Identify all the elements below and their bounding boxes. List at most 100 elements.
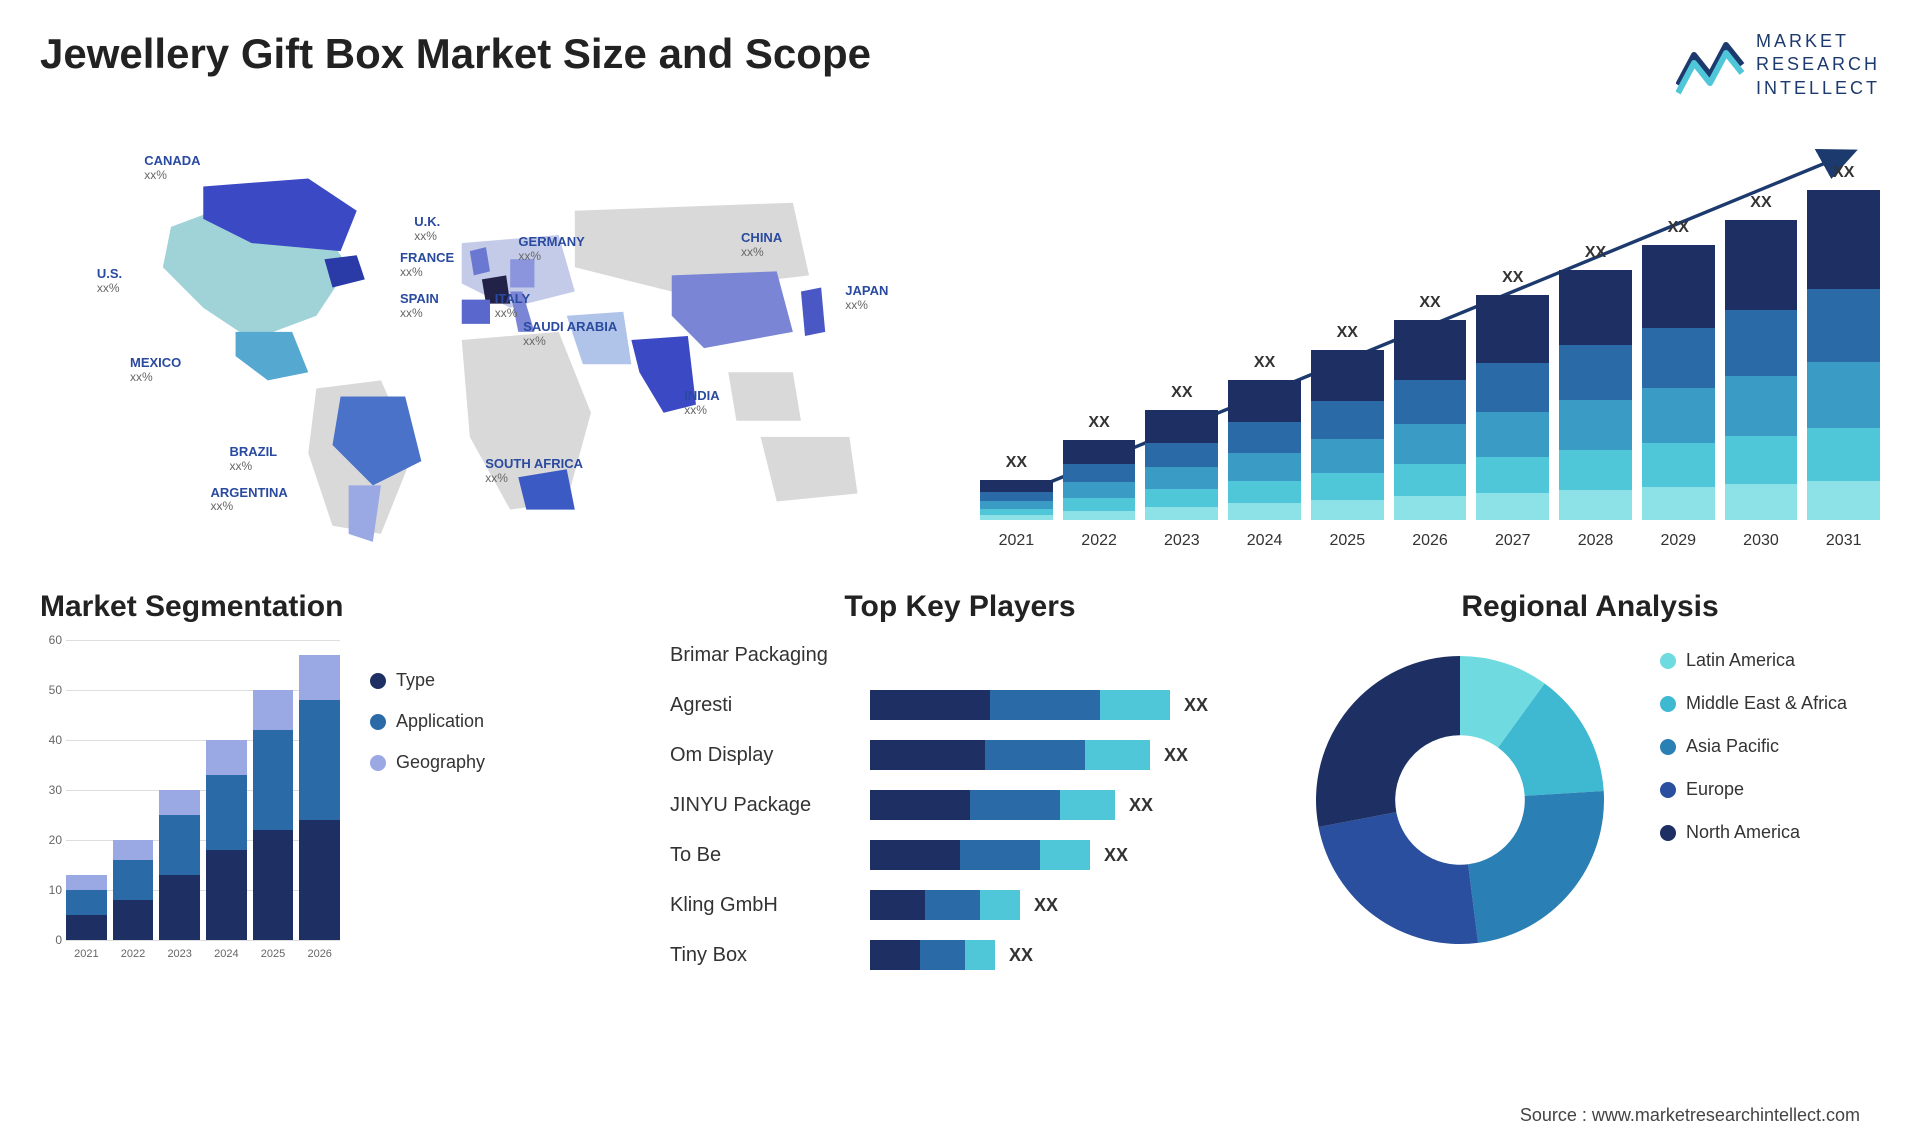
growth-xlabel: 2021 xyxy=(980,532,1053,550)
seg-bar-segment xyxy=(253,730,294,830)
legend-swatch xyxy=(1660,782,1676,798)
map-label-china: CHINAxx% xyxy=(741,231,782,260)
regional-legend-item: Latin America xyxy=(1660,650,1847,671)
map-region-australia xyxy=(761,437,858,502)
growth-bar-segment xyxy=(1559,400,1632,450)
player-bar-row: XX xyxy=(870,790,1250,820)
player-bar-row: XX xyxy=(870,940,1250,970)
growth-bar-segment xyxy=(1725,376,1798,436)
player-bar-segment xyxy=(965,940,995,970)
logo-icon xyxy=(1676,35,1746,95)
growth-bar-segment xyxy=(1063,464,1136,482)
player-bar-segment xyxy=(870,790,970,820)
player-bar-segment xyxy=(1085,740,1150,770)
growth-bar-segment xyxy=(1725,484,1798,520)
growth-bar-2024: XX xyxy=(1228,380,1301,520)
seg-bar-segment xyxy=(113,860,154,900)
map-region-sea xyxy=(728,372,801,420)
growth-bar-segment xyxy=(1228,453,1301,481)
growth-bar-segment xyxy=(1063,440,1136,464)
regional-panel: Regional Analysis Latin AmericaMiddle Ea… xyxy=(1300,590,1880,1070)
seg-bar-segment xyxy=(66,875,107,890)
growth-xlabel: 2025 xyxy=(1311,532,1384,550)
growth-bar-segment xyxy=(1476,457,1549,493)
growth-bar-segment xyxy=(1063,511,1136,521)
growth-xlabel: 2029 xyxy=(1642,532,1715,550)
map-label-italy: ITALYxx% xyxy=(495,292,530,321)
segmentation-chart: 0102030405060 202120222023202420252026 xyxy=(40,640,340,960)
player-bar-segment xyxy=(970,790,1060,820)
growth-bar-segment xyxy=(1807,289,1880,362)
growth-bar-label: XX xyxy=(1725,194,1798,212)
growth-bar-segment xyxy=(1311,350,1384,401)
seg-xlabel: 2024 xyxy=(206,948,247,960)
growth-bar-label: XX xyxy=(1394,294,1467,312)
legend-label: Application xyxy=(396,711,484,732)
segmentation-panel: Market Segmentation 0102030405060 202120… xyxy=(40,590,620,1070)
regional-legend: Latin AmericaMiddle East & AfricaAsia Pa… xyxy=(1660,650,1847,843)
page-title: Jewellery Gift Box Market Size and Scope xyxy=(40,30,871,78)
growth-bar-segment xyxy=(1476,412,1549,457)
player-bar xyxy=(870,690,1170,720)
legend-swatch xyxy=(1660,696,1676,712)
player-bar-segment xyxy=(990,690,1100,720)
growth-bar-segment xyxy=(1642,487,1715,520)
player-bar-segment xyxy=(925,890,980,920)
world-map-panel: CANADAxx%U.S.xx%MEXICOxx%BRAZILxx%ARGENT… xyxy=(40,130,940,550)
player-bar-segment xyxy=(870,740,985,770)
segmentation-title: Market Segmentation xyxy=(40,590,620,624)
growth-bar-label: XX xyxy=(1228,354,1301,372)
growth-bar-segment xyxy=(1311,439,1384,473)
growth-bar-segment xyxy=(1642,443,1715,487)
growth-bar-label: XX xyxy=(1063,414,1136,432)
growth-xlabel: 2023 xyxy=(1145,532,1218,550)
growth-bar-segment xyxy=(1807,362,1880,428)
player-bar xyxy=(870,790,1115,820)
growth-bar-2027: XX xyxy=(1476,295,1549,520)
player-value: XX xyxy=(1164,745,1188,766)
growth-bar-segment xyxy=(1063,482,1136,498)
growth-xlabel: 2027 xyxy=(1476,532,1549,550)
player-value: XX xyxy=(1104,845,1128,866)
map-label-france: FRANCExx% xyxy=(400,251,454,280)
seg-bar-2023 xyxy=(159,790,200,940)
player-bar-segment xyxy=(960,840,1040,870)
growth-xlabel: 2031 xyxy=(1807,532,1880,550)
seg-ytick: 20 xyxy=(49,833,62,847)
growth-bar-segment xyxy=(1807,190,1880,289)
player-bar-segment xyxy=(1040,840,1090,870)
seg-xlabel: 2026 xyxy=(299,948,340,960)
regional-title: Regional Analysis xyxy=(1300,590,1880,624)
growth-bar-segment xyxy=(1642,328,1715,389)
brand-logo: MARKET RESEARCH INTELLECT xyxy=(1676,30,1880,100)
player-label: Agresti xyxy=(670,690,850,720)
growth-bar-segment xyxy=(1394,424,1467,464)
legend-label: Type xyxy=(396,670,435,691)
growth-bar-segment xyxy=(1725,310,1798,376)
growth-bar-2028: XX xyxy=(1559,270,1632,520)
growth-bar-2026: XX xyxy=(1394,320,1467,520)
growth-bar-label: XX xyxy=(980,454,1053,472)
growth-bar-2029: XX xyxy=(1642,245,1715,520)
map-label-brazil: BRAZILxx% xyxy=(229,445,277,474)
growth-bar-segment xyxy=(1559,490,1632,520)
growth-xlabel: 2026 xyxy=(1394,532,1467,550)
map-label-saudi-arabia: SAUDI ARABIAxx% xyxy=(523,320,617,349)
seg-bar-segment xyxy=(159,815,200,875)
seg-bar-2022 xyxy=(113,840,154,940)
players-panel: Top Key Players Brimar PackagingAgrestiO… xyxy=(670,590,1250,1070)
seg-legend-item: Application xyxy=(370,711,485,732)
growth-bar-segment xyxy=(1559,345,1632,400)
seg-bar-segment xyxy=(206,850,247,940)
map-label-u-k-: U.K.xx% xyxy=(414,215,440,244)
growth-bar-segment xyxy=(1476,493,1549,520)
growth-bar-2031: XX xyxy=(1807,190,1880,520)
growth-bar-segment xyxy=(1642,388,1715,443)
logo-line3: INTELLECT xyxy=(1756,77,1880,100)
world-map xyxy=(40,130,940,550)
map-label-argentina: ARGENTINAxx% xyxy=(211,486,288,515)
logo-line2: RESEARCH xyxy=(1756,53,1880,76)
growth-bar-label: XX xyxy=(1642,219,1715,237)
player-bar-segment xyxy=(1100,690,1170,720)
map-label-india: INDIAxx% xyxy=(684,389,719,418)
